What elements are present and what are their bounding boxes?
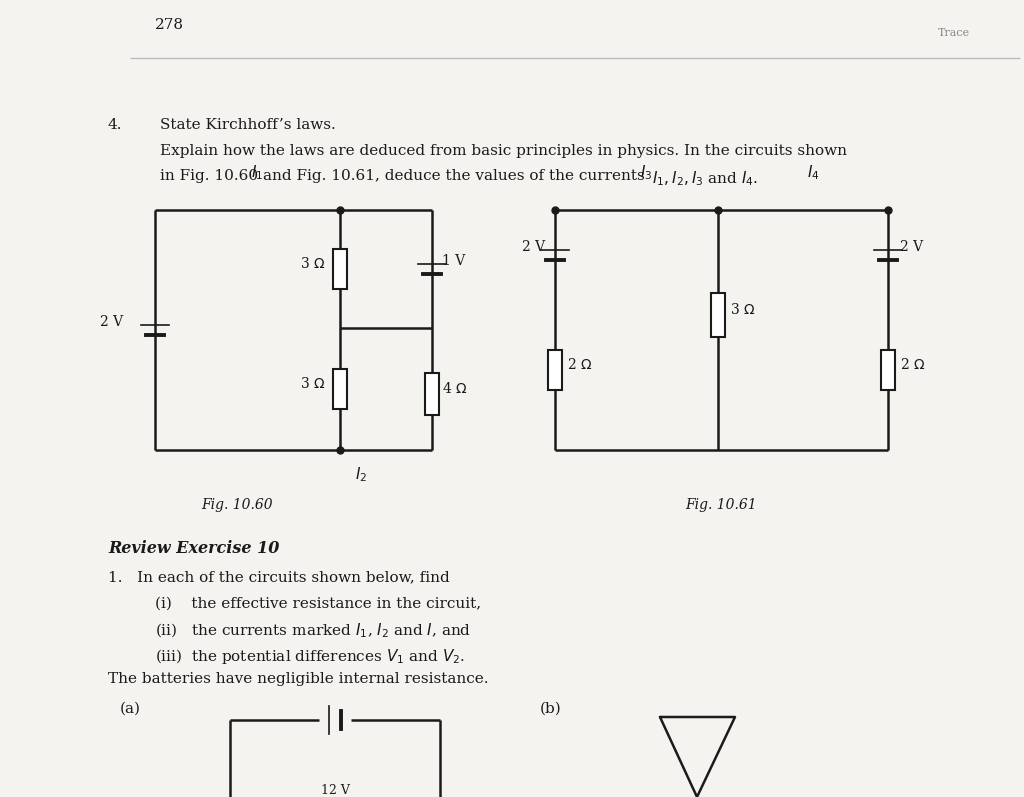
Text: $I_4$: $I_4$ xyxy=(807,163,819,182)
Text: 1.   In each of the circuits shown below, find: 1. In each of the circuits shown below, … xyxy=(108,570,450,584)
Text: $I_1, I_2, I_3$ and $I_4.$: $I_1, I_2, I_3$ and $I_4.$ xyxy=(652,169,758,188)
Text: 2 $\Omega$: 2 $\Omega$ xyxy=(900,356,926,371)
Text: (iii)  the potential differences $V_1$ and $V_2$.: (iii) the potential differences $V_1$ an… xyxy=(155,647,465,666)
Bar xyxy=(881,350,895,390)
Bar xyxy=(333,369,347,409)
Text: Fig. 10.60: Fig. 10.60 xyxy=(201,498,272,512)
Text: Review Exercise 10: Review Exercise 10 xyxy=(108,540,280,557)
Text: 3 $\Omega$: 3 $\Omega$ xyxy=(300,375,326,391)
Text: $I_2$: $I_2$ xyxy=(355,465,368,484)
Text: (b): (b) xyxy=(540,702,562,716)
Text: Trace: Trace xyxy=(938,28,970,38)
Text: (i)    the effective resistance in the circuit,: (i) the effective resistance in the circ… xyxy=(155,597,481,611)
Text: 278: 278 xyxy=(155,18,184,32)
Text: (ii)   the currents marked $I_1$, $I_2$ and $I$, and: (ii) the currents marked $I_1$, $I_2$ an… xyxy=(155,622,471,641)
Bar xyxy=(548,350,562,390)
Text: State Kirchhoff’s laws.: State Kirchhoff’s laws. xyxy=(160,118,336,132)
Text: 4.: 4. xyxy=(108,118,123,132)
Text: 2 $\Omega$: 2 $\Omega$ xyxy=(567,356,592,371)
Text: 12 V: 12 V xyxy=(321,784,349,797)
Bar xyxy=(333,249,347,289)
Text: Fig. 10.61: Fig. 10.61 xyxy=(685,498,757,512)
Text: 3 $\Omega$: 3 $\Omega$ xyxy=(730,301,756,316)
Text: in Fig. 10.60 and Fig. 10.61, deduce the values of the currents: in Fig. 10.60 and Fig. 10.61, deduce the… xyxy=(160,169,649,183)
Text: 2 V: 2 V xyxy=(522,240,545,254)
Text: 4 $\Omega$: 4 $\Omega$ xyxy=(442,380,467,395)
Text: The batteries have negligible internal resistance.: The batteries have negligible internal r… xyxy=(108,672,488,686)
Text: Explain how the laws are deduced from basic principles in physics. In the circui: Explain how the laws are deduced from ba… xyxy=(160,144,847,158)
Text: 2 V: 2 V xyxy=(900,240,923,254)
Text: $I_3$: $I_3$ xyxy=(640,163,652,182)
Text: 1 V: 1 V xyxy=(442,254,465,268)
Text: 3 $\Omega$: 3 $\Omega$ xyxy=(300,256,326,270)
Text: $I_1$: $I_1$ xyxy=(251,163,263,182)
Bar xyxy=(711,293,725,337)
Bar xyxy=(425,373,439,415)
Text: (a): (a) xyxy=(120,702,141,716)
Text: 2 V: 2 V xyxy=(100,315,123,329)
